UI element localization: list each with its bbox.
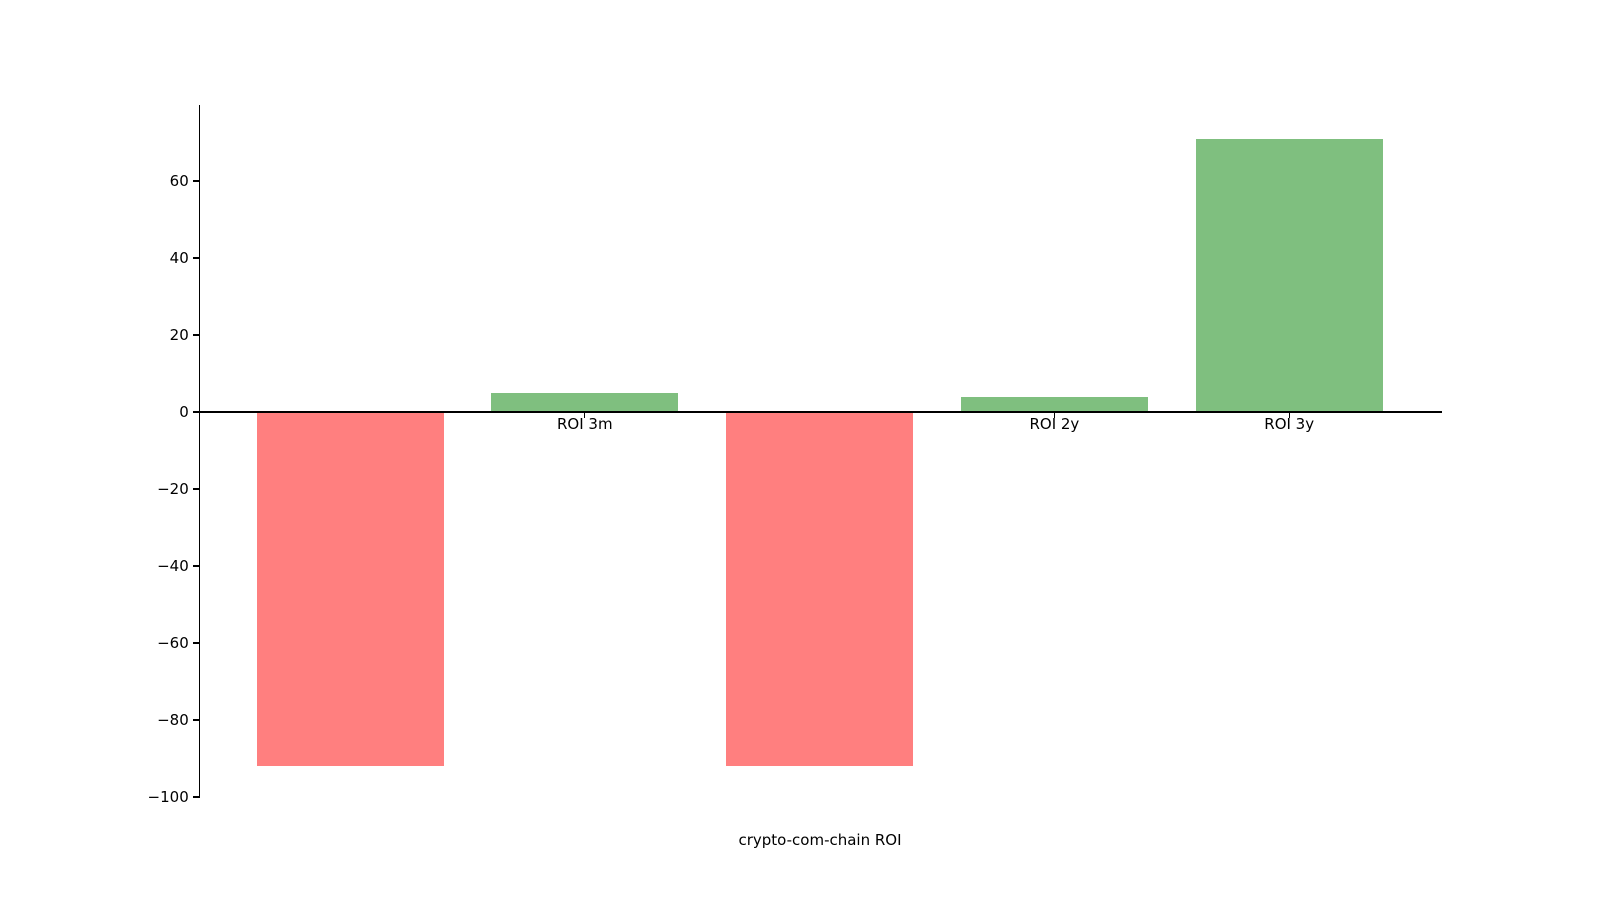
zero-baseline [198, 411, 1442, 413]
x-tick-label: ROI 3y [1264, 415, 1315, 433]
y-tick-label: −60 [157, 634, 189, 652]
y-tick [192, 411, 199, 413]
y-tick-label: −80 [157, 711, 189, 729]
bar-roi-3y [1195, 138, 1383, 412]
x-tick-label: ROI 2y [1029, 415, 1080, 433]
x-tick [584, 412, 586, 418]
bar-roi-3m [491, 392, 679, 412]
chart-title: crypto-com-chain ROI [738, 831, 902, 849]
y-tick [192, 488, 199, 490]
bar-roi-2y [960, 396, 1148, 412]
y-tick-label: −100 [147, 788, 189, 806]
y-tick [192, 719, 199, 721]
y-tick-label: −20 [157, 480, 189, 498]
y-tick-label: −40 [157, 557, 189, 575]
y-tick [192, 257, 199, 259]
y-axis-spine [198, 105, 201, 798]
y-tick-label: 0 [179, 403, 189, 421]
bar-unlabeled-2 [726, 412, 914, 767]
y-tick [192, 180, 199, 182]
bar-unlabeled-0 [256, 412, 444, 767]
y-tick-label: 20 [169, 326, 189, 344]
y-tick-label: 60 [169, 172, 189, 190]
y-tick [192, 796, 199, 798]
x-tick [1288, 412, 1290, 418]
y-tick [192, 334, 199, 336]
y-tick [192, 565, 199, 567]
y-tick-label: 40 [169, 249, 189, 267]
y-tick [192, 642, 199, 644]
x-tick-label: ROI 3m [557, 415, 613, 433]
x-tick [1053, 412, 1056, 418]
